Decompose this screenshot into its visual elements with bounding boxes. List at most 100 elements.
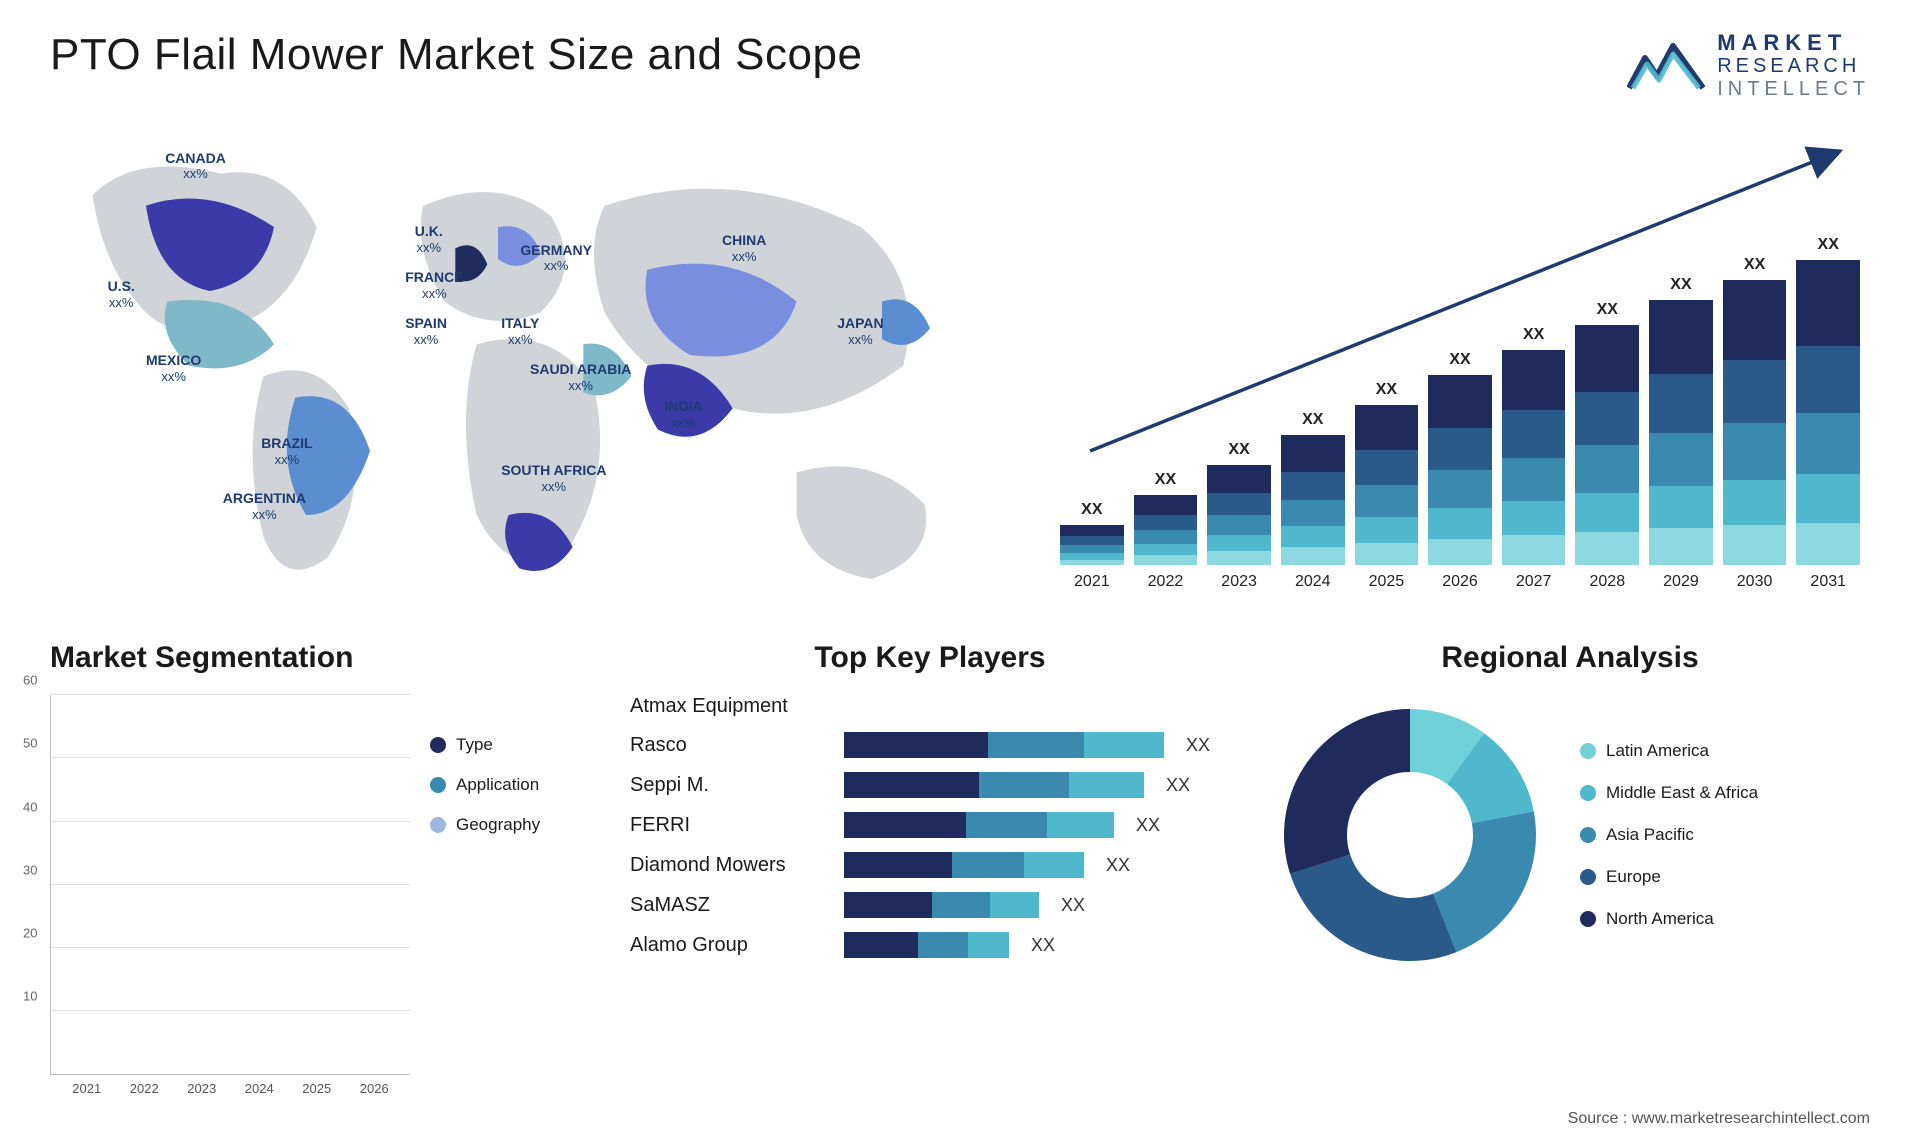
logo-text-1: MARKET (1717, 30, 1870, 55)
regional-legend: Latin America Middle East & Africa Asia Pa… (1580, 741, 1758, 929)
player-value: XX (1106, 855, 1130, 876)
player-value: XX (1031, 935, 1055, 956)
donut-slice (1433, 812, 1536, 953)
forecast-bar: XX 2025 (1355, 381, 1419, 591)
player-row: Atmax Equipment (630, 695, 1230, 718)
seg-y-tick: 60 (23, 673, 37, 688)
players-section: Top Key Players Atmax EquipmentRascoXXSe… (630, 641, 1230, 1121)
player-name: SaMASZ (630, 894, 830, 917)
logo-text-2: RESEARCH (1717, 55, 1870, 78)
donut-slice (1290, 855, 1456, 962)
players-chart: Atmax EquipmentRascoXXSeppi M.XXFERRIXXD… (630, 695, 1230, 958)
player-row: Rasco XX (630, 732, 1230, 758)
player-name: Diamond Mowers (630, 854, 830, 877)
player-value: XX (1136, 815, 1160, 836)
map-country-label: GERMANYxx% (520, 242, 592, 274)
seg-y-tick: 10 (23, 989, 37, 1004)
forecast-year-label: 2028 (1590, 573, 1626, 591)
forecast-bar: XX 2028 (1575, 301, 1639, 591)
forecast-value-label: XX (1302, 411, 1323, 429)
regional-legend-item: Asia Pacific (1580, 825, 1758, 845)
forecast-bar: XX 2024 (1281, 411, 1345, 591)
forecast-year-label: 2021 (1074, 573, 1110, 591)
seg-y-tick: 40 (23, 799, 37, 814)
seg-legend-item: Type (430, 735, 590, 755)
player-value: XX (1166, 775, 1190, 796)
player-row: Seppi M. XX (630, 772, 1230, 798)
seg-y-tick: 50 (23, 736, 37, 751)
players-title: Top Key Players (630, 641, 1230, 675)
seg-year-label: 2024 (245, 1081, 274, 1096)
regional-legend-item: Latin America (1580, 741, 1758, 761)
seg-y-tick: 20 (23, 925, 37, 940)
brand-logo: MARKET RESEARCH INTELLECT (1627, 30, 1870, 101)
forecast-value-label: XX (1818, 236, 1839, 254)
map-country-label: JAPANxx% (837, 315, 883, 347)
forecast-bar: XX 2029 (1649, 276, 1713, 591)
forecast-value-label: XX (1670, 276, 1691, 294)
player-name: Atmax Equipment (630, 695, 830, 718)
regional-section: Regional Analysis Latin America Middle Ea… (1270, 641, 1870, 1121)
logo-text-3: INTELLECT (1717, 78, 1870, 101)
forecast-value-label: XX (1597, 301, 1618, 319)
map-country-label: U.S.xx% (108, 278, 135, 310)
source-credit: Source : www.marketresearchintellect.com (1568, 1110, 1870, 1128)
seg-year-label: 2023 (187, 1081, 216, 1096)
forecast-chart: XX2021XX2022XX2023XX2024XX2025XX2026XX20… (1050, 131, 1870, 591)
forecast-year-label: 2023 (1221, 573, 1257, 591)
player-name: Alamo Group (630, 934, 830, 957)
forecast-year-label: 2029 (1663, 573, 1699, 591)
forecast-bar: XX 2023 (1207, 441, 1271, 591)
seg-year-label: 2022 (130, 1081, 159, 1096)
page-title: PTO Flail Mower Market Size and Scope (50, 30, 862, 80)
forecast-year-label: 2030 (1737, 573, 1773, 591)
regional-donut-chart (1270, 695, 1550, 975)
seg-legend-item: Application (430, 775, 590, 795)
forecast-year-label: 2024 (1295, 573, 1331, 591)
forecast-value-label: XX (1155, 471, 1176, 489)
player-row: Diamond Mowers XX (630, 852, 1230, 878)
regional-legend-item: Europe (1580, 867, 1758, 887)
regional-title: Regional Analysis (1270, 641, 1870, 675)
map-country-label: MEXICOxx% (146, 352, 201, 384)
player-row: FERRI XX (630, 812, 1230, 838)
player-row: SaMASZ XX (630, 892, 1230, 918)
player-row: Alamo Group XX (630, 932, 1230, 958)
map-country-label: SAUDI ARABIAxx% (530, 361, 631, 393)
regional-legend-item: Middle East & Africa (1580, 783, 1758, 803)
forecast-bar: XX 2027 (1502, 326, 1566, 591)
player-value: XX (1061, 895, 1085, 916)
map-country-label: SPAINxx% (405, 315, 447, 347)
forecast-value-label: XX (1228, 441, 1249, 459)
forecast-value-label: XX (1081, 501, 1102, 519)
map-country-label: INDIAxx% (664, 398, 702, 430)
forecast-value-label: XX (1523, 326, 1544, 344)
map-country-label: SOUTH AFRICAxx% (501, 462, 606, 494)
player-name: FERRI (630, 814, 830, 837)
segmentation-chart: 102030405060202120222023202420252026 (50, 695, 410, 1075)
regional-legend-item: North America (1580, 909, 1758, 929)
map-country-label: CANADAxx% (165, 150, 226, 182)
map-country-label: FRANCExx% (405, 269, 463, 301)
segmentation-title: Market Segmentation (50, 641, 590, 675)
player-name: Seppi M. (630, 774, 830, 797)
forecast-year-label: 2031 (1810, 573, 1846, 591)
forecast-bar: XX2026 (1428, 351, 1492, 591)
world-map: CANADAxx% U.S.xx% MEXICOxx% BRAZILxx% ARGENT… (50, 131, 1010, 591)
forecast-bar: XX2030 (1723, 256, 1787, 591)
map-country-label: ITALYxx% (501, 315, 539, 347)
forecast-year-label: 2022 (1148, 573, 1184, 591)
forecast-year-label: 2026 (1442, 573, 1478, 591)
map-country-label: U.K.xx% (415, 223, 443, 255)
forecast-bar: XX 2022 (1134, 471, 1198, 591)
forecast-year-label: 2027 (1516, 573, 1552, 591)
segmentation-section: Market Segmentation 10203040506020212022… (50, 641, 590, 1121)
player-name: Rasco (630, 734, 830, 757)
seg-legend-item: Geography (430, 815, 590, 835)
map-country-label: CHINAxx% (722, 232, 766, 264)
map-country-label: ARGENTINAxx% (223, 490, 306, 522)
player-value: XX (1186, 735, 1210, 756)
forecast-value-label: XX (1376, 381, 1397, 399)
forecast-year-label: 2025 (1369, 573, 1405, 591)
map-country-label: BRAZILxx% (261, 435, 312, 467)
